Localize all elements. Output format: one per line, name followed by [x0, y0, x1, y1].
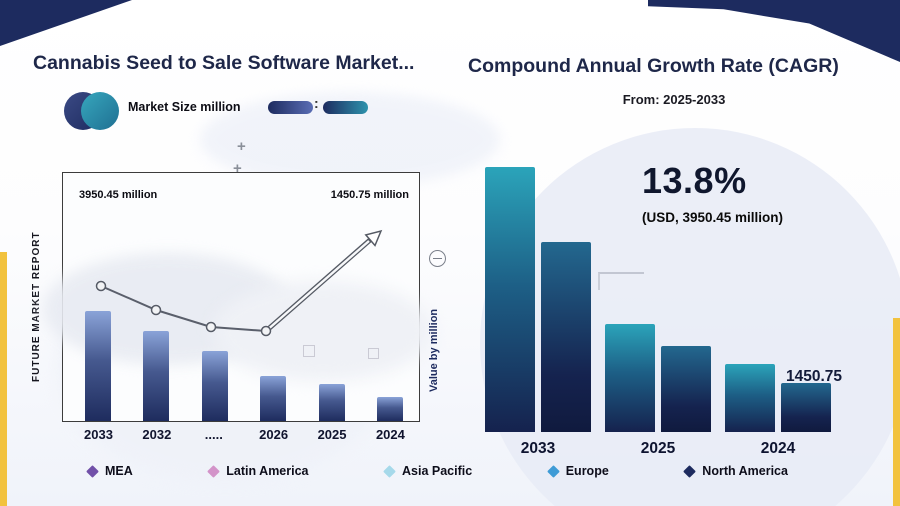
left-chart-x-label: ..... [204, 427, 223, 442]
right-chart-bar-group [605, 324, 711, 432]
square-decoration-icon [368, 348, 379, 359]
right-chart-bar [541, 242, 591, 432]
right-chart-x-label: 2033 [520, 440, 556, 457]
chart-background-wave [213, 281, 433, 381]
left-chart-x-axis: 2033 2032..... 2026 2025 2024 [84, 427, 405, 442]
plus-icon: + [233, 160, 242, 177]
circle-minus-icon [429, 250, 446, 267]
left-chart-y-axis-label: FUTURE MARKET REPORT [31, 231, 42, 383]
right-chart-bar-group [725, 364, 831, 432]
left-chart-bar [85, 311, 111, 421]
legend-item: North America [683, 464, 788, 478]
left-chart-bar [260, 376, 287, 421]
cagr-value: 13.8% [642, 160, 747, 201]
right-chart-title: Compound Annual Growth Rate (CAGR) [468, 55, 839, 77]
diamond-icon [683, 464, 697, 478]
left-chart-area: 3950.45 million 1450.75 million [43, 172, 433, 422]
gold-stripe-right [893, 318, 900, 506]
left-chart-x-label: 2033 [84, 427, 113, 442]
cagr-detail: (USD, 3950.45 million) [642, 210, 784, 225]
right-chart-bar [781, 383, 831, 432]
right-chart-bar [605, 324, 655, 432]
plus-icon: + [237, 138, 246, 155]
right-chart-bar [485, 167, 535, 432]
left-chart-max-value-label: 3950.45 million [79, 189, 158, 201]
legend-label: Latin America [226, 464, 309, 478]
market-size-legend-label: Market Size million [128, 100, 241, 114]
trend-line-with-breakout-arrow-icon [95, 229, 383, 337]
left-chart-x-label: 2032 [142, 427, 172, 442]
market-size-disc-icon [64, 90, 122, 132]
right-chart-x-axis: 2033 2025 2024 [485, 440, 831, 458]
gold-stripe-left [0, 252, 7, 506]
diamond-icon [383, 464, 396, 478]
disc-front-shape [81, 92, 119, 130]
right-chart-bars [485, 167, 831, 432]
corner-triangle-decoration [0, 0, 132, 46]
legend-label: Asia Pacific [402, 464, 473, 478]
left-chart-bar [376, 397, 403, 421]
left-chart-bar [201, 351, 228, 421]
left-chart-title: Cannabis Seed to Sale Software Market... [33, 52, 415, 74]
legend-item: MEA [86, 464, 133, 478]
right-chart-x-label: 2024 [760, 440, 796, 457]
right-chart-y-axis-label: Value by million [428, 308, 440, 393]
legend-label: Europe [565, 464, 609, 478]
legend-label: North America [702, 464, 788, 478]
corner-band-decoration [648, 0, 900, 62]
left-chart-x-label: 2026 [259, 427, 289, 442]
left-chart-x-label: 2024 [375, 427, 405, 442]
right-chart-bar-group [485, 167, 591, 432]
bracket-decoration [598, 272, 644, 290]
diamond-icon [207, 464, 221, 478]
legend-item: Latin America [207, 464, 309, 478]
value-callout-2024: 1450.75 [786, 368, 843, 385]
legend-label: MEA [105, 464, 133, 478]
legend-colon: : [314, 95, 319, 111]
right-chart-bar [725, 364, 775, 432]
legend-item: Asia Pacific [383, 464, 473, 478]
diamond-icon [86, 464, 99, 478]
legend-pill-icon [268, 101, 313, 114]
left-chart-min-value-label: 1450.75 million [330, 189, 409, 201]
right-chart-bar [661, 346, 711, 432]
right-chart-x-label: 2025 [640, 440, 676, 457]
square-decoration-icon [303, 345, 315, 357]
legend-pill-icon [323, 101, 368, 114]
diamond-icon [546, 464, 560, 478]
left-chart-bars [85, 311, 403, 421]
legend-item: Europe [546, 464, 609, 478]
region-legend: MEA Latin America Asia Pacific Europe North … [86, 464, 788, 478]
left-chart-bar [318, 384, 345, 421]
left-chart-x-label: 2025 [317, 427, 347, 442]
right-chart-subtitle: From: 2025-2033 [622, 92, 726, 107]
left-chart-bar [143, 331, 170, 421]
